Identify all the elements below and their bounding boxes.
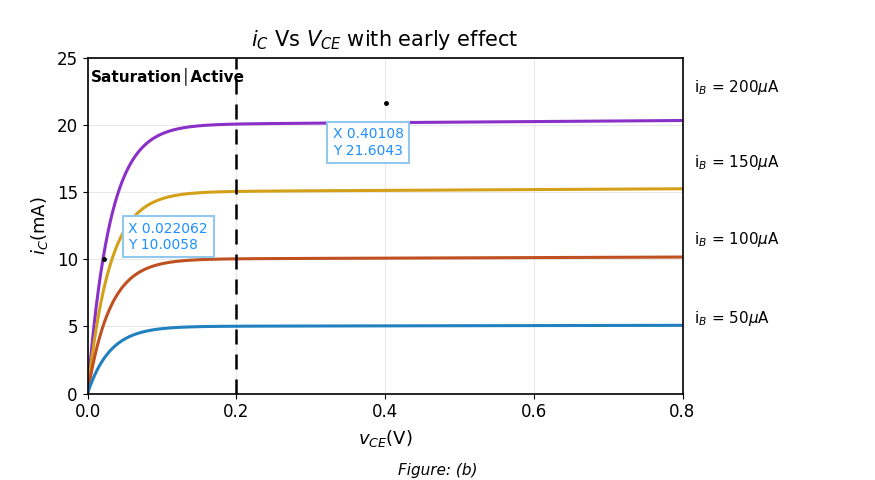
Text: i$_B$ = 150$\mu$A: i$_B$ = 150$\mu$A (694, 153, 780, 172)
Text: X 0.40108
Y 21.6043: X 0.40108 Y 21.6043 (332, 128, 404, 158)
Text: Figure: (b): Figure: (b) (398, 463, 477, 478)
Text: i$_B$ = 50$\mu$A: i$_B$ = 50$\mu$A (694, 309, 770, 328)
Text: Saturation│Active: Saturation│Active (91, 67, 245, 85)
Title: $i_C$ Vs $V_{CE}$ with early effect: $i_C$ Vs $V_{CE}$ with early effect (251, 28, 519, 52)
Text: X 0.022062
Y 10.0058: X 0.022062 Y 10.0058 (129, 222, 208, 252)
Y-axis label: $i_C$(mA): $i_C$(mA) (29, 196, 50, 255)
X-axis label: $v_{CE}$(V): $v_{CE}$(V) (358, 428, 412, 449)
Text: i$_B$ = 200$\mu$A: i$_B$ = 200$\mu$A (694, 78, 780, 96)
Text: i$_B$ = 100$\mu$A: i$_B$ = 100$\mu$A (694, 229, 780, 249)
